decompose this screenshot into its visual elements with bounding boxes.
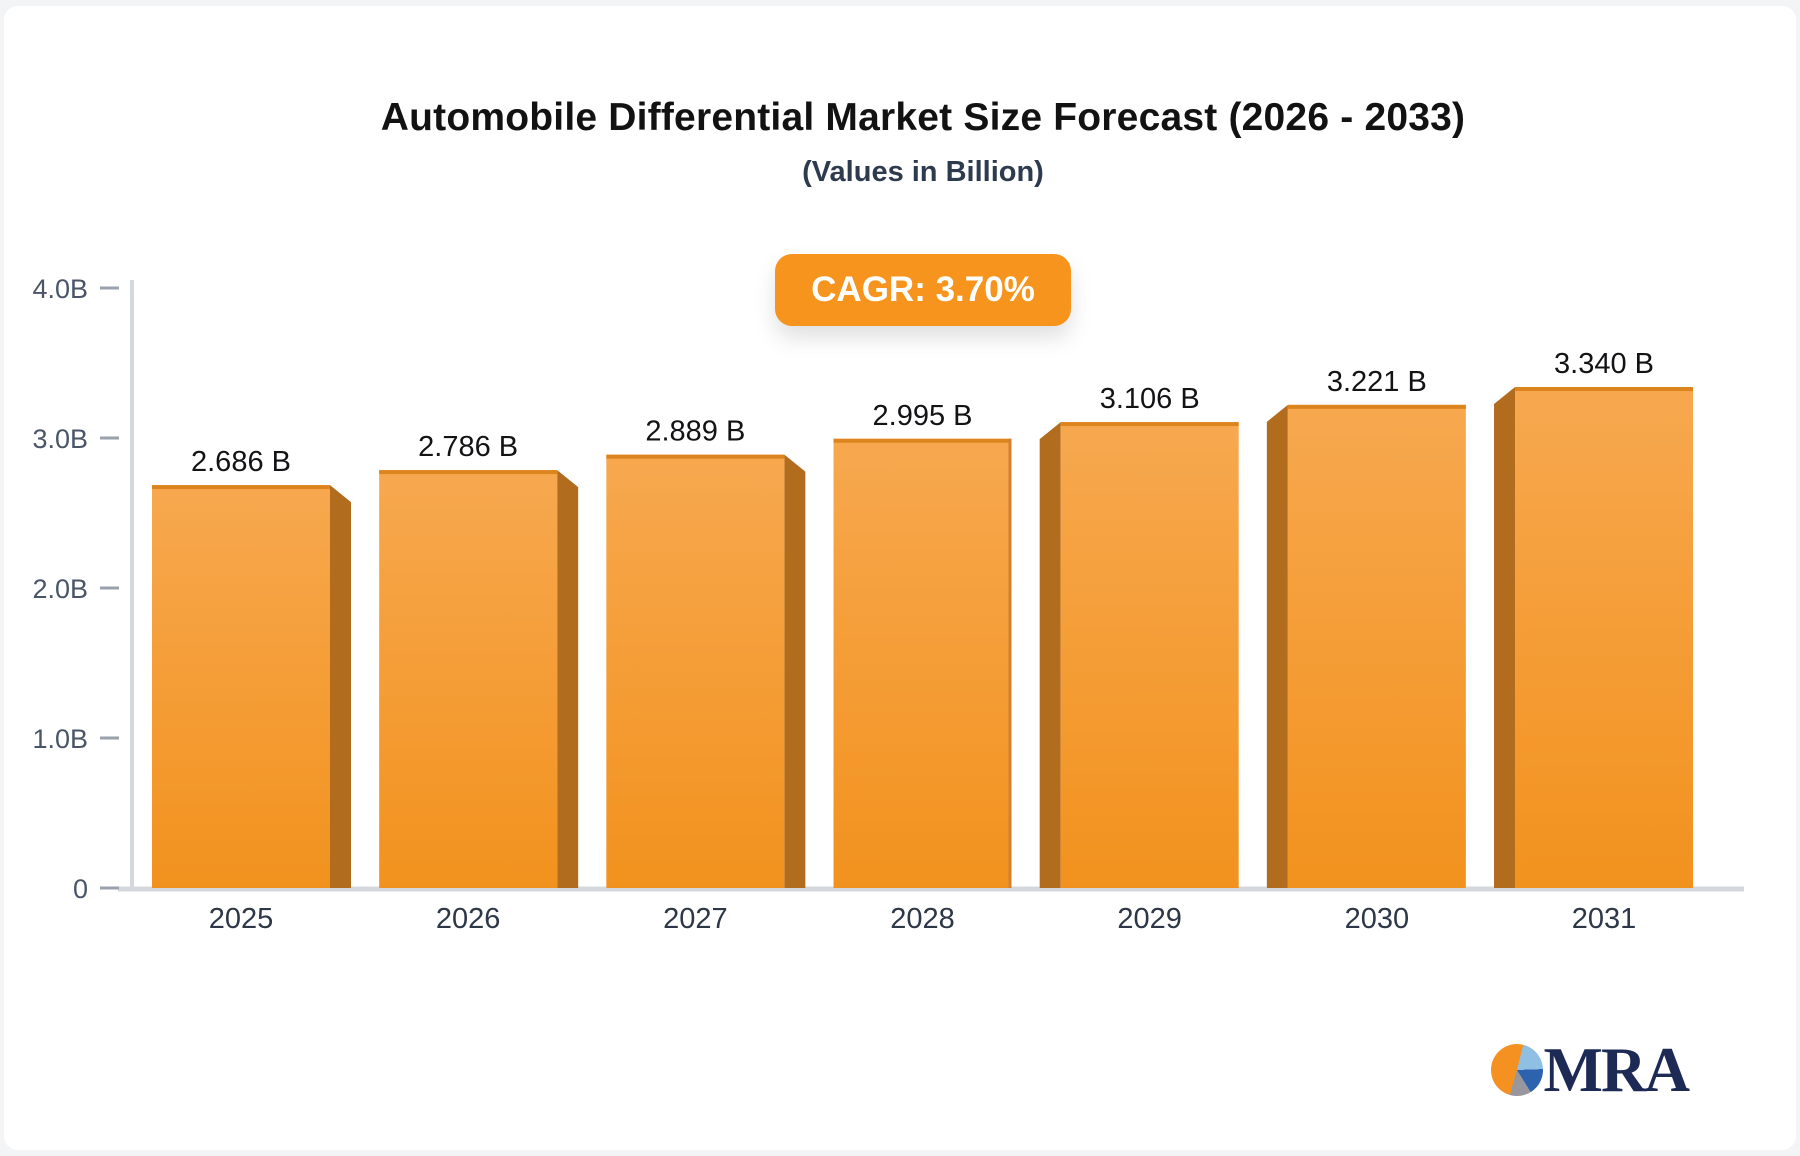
x-category-label: 2025 — [209, 903, 274, 935]
bar-front-face — [379, 470, 558, 888]
bar-value-label: 2.995 B — [873, 400, 973, 432]
y-tick-label: 1.0B — [32, 724, 88, 754]
bar-side-face — [330, 485, 351, 888]
cagr-badge: CAGR: 3.70% — [775, 254, 1071, 326]
x-category-label: 2028 — [890, 903, 955, 935]
bar-side-face — [557, 470, 579, 888]
bar-front-face — [152, 485, 330, 888]
bar-top-edge — [1515, 387, 1694, 391]
bar-value-label: 2.686 B — [191, 446, 291, 478]
bar-side-face — [1494, 387, 1516, 888]
bar-right-edge — [1008, 438, 1012, 888]
x-category-label: 2029 — [1117, 903, 1182, 935]
bar-top-edge — [1287, 404, 1466, 409]
bar-front-face — [833, 438, 1012, 888]
bar-side-face — [784, 454, 806, 888]
bar-2031 — [1494, 387, 1694, 888]
bar-2027 — [606, 454, 806, 888]
bar-front-face — [1515, 387, 1694, 888]
bar-top-edge — [379, 470, 558, 475]
pie-chart-logo-icon — [1490, 1044, 1543, 1096]
bar-value-label: 2.786 B — [418, 431, 518, 463]
chart-axes — [100, 280, 1744, 892]
y-tick-label: 2.0B — [32, 574, 88, 604]
y-tick-label: 4.0B — [32, 274, 88, 304]
brand-logo: MRA — [1490, 1035, 1690, 1105]
bar-value-label: 3.340 B — [1554, 348, 1654, 380]
bar-front-face — [1287, 404, 1466, 888]
brand-name: MRA — [1543, 1035, 1690, 1105]
chart-labels: 4.0B 3.0B 2.0B 1.0B 0 2.686 B 2025 2.786 B 2026 2… — [32, 274, 1654, 935]
bar-top-edge — [606, 454, 785, 459]
x-category-label: 2030 — [1345, 903, 1410, 935]
bar-front-face — [1060, 422, 1239, 888]
bar-front-face — [606, 454, 785, 888]
x-category-label: 2027 — [663, 903, 728, 935]
x-category-label: 2026 — [436, 903, 501, 935]
bar-value-label: 3.106 B — [1100, 383, 1200, 415]
page-subtitle: (Values in Billion) — [802, 156, 1044, 188]
bar-side-face — [1039, 422, 1061, 888]
bar-top-edge — [833, 438, 1012, 443]
bar-2028 — [833, 438, 1012, 888]
chart-bars — [152, 387, 1694, 888]
page-title: Automobile Differential Market Size Fore… — [380, 96, 1466, 139]
bar-value-label: 3.221 B — [1327, 366, 1427, 398]
bar-2029 — [1039, 422, 1239, 888]
bar-value-label: 2.889 B — [645, 416, 745, 448]
y-tick-label: 3.0B — [32, 424, 88, 454]
x-category-label: 2031 — [1572, 903, 1637, 935]
y-tick-label: 0 — [73, 874, 88, 904]
bar-2030 — [1266, 404, 1466, 888]
bar-top-edge — [1060, 422, 1239, 427]
bar-2025 — [152, 485, 351, 888]
bar-side-face — [1266, 404, 1288, 888]
bar-2026 — [379, 470, 579, 888]
bar-top-edge — [152, 485, 330, 490]
